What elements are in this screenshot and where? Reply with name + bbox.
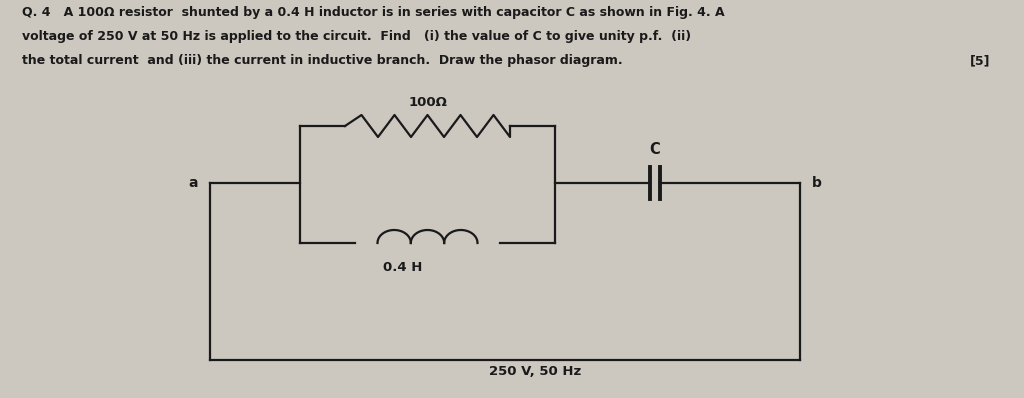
Text: 0.4 H: 0.4 H [383,261,422,274]
Text: C: C [649,142,660,157]
Text: the total current  and (iii) the current in inductive branch.  Draw the phasor d: the total current and (iii) the current … [22,54,623,67]
Text: a: a [188,176,198,190]
Text: voltage of 250 V at 50 Hz is applied to the circuit.  Find   (i) the value of C : voltage of 250 V at 50 Hz is applied to … [22,30,691,43]
Text: 100Ω: 100Ω [408,96,446,109]
Text: b: b [812,176,822,190]
Text: [5]: [5] [970,54,990,67]
Text: 250 V, 50 Hz: 250 V, 50 Hz [488,365,582,378]
Text: Q. 4   A 100Ω resistor  shunted by a 0.4 H inductor is in series with capacitor : Q. 4 A 100Ω resistor shunted by a 0.4 H … [22,6,725,19]
